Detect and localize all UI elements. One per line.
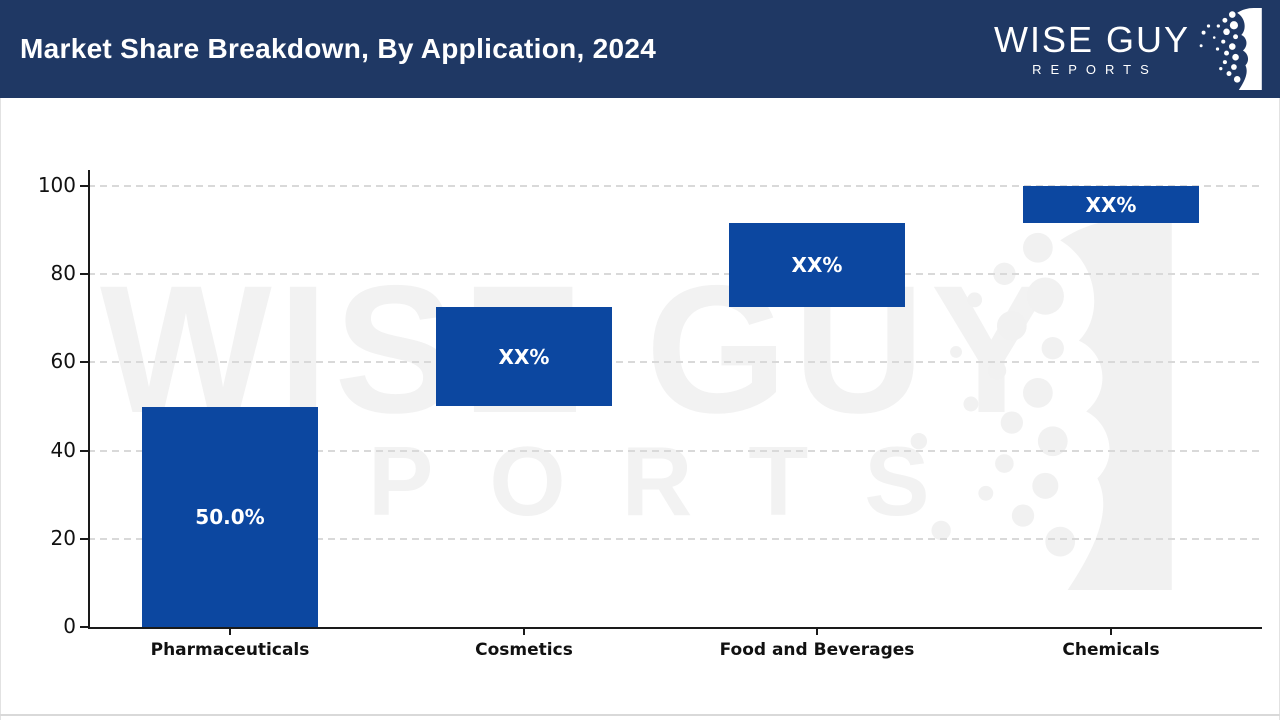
- y-tick-mark: [80, 626, 88, 628]
- gridline-y40: [88, 449, 1262, 452]
- x-tick-mark: [816, 629, 818, 635]
- wiseguy-logo: WISE GUY REPORTS: [994, 8, 1266, 90]
- gridline-y80: [88, 273, 1262, 276]
- page-bottom-rule: [0, 714, 1280, 716]
- bar-value-label: XX%: [1085, 192, 1137, 217]
- watermark-line2: PORTS: [368, 426, 986, 536]
- y-axis-line: [88, 170, 90, 629]
- gridline-y20: [88, 537, 1262, 540]
- bar-chemicals: XX%: [1023, 186, 1199, 224]
- logo-face-icon: [1199, 8, 1262, 90]
- page-title: Market Share Breakdown, By Application, …: [20, 33, 657, 64]
- y-tick-mark: [80, 449, 88, 452]
- y-tick-label: 20: [50, 525, 76, 550]
- bar-value-label: XX%: [498, 344, 550, 369]
- bar-pharmaceuticals: 50.0%: [142, 406, 318, 627]
- bar-cosmetics: XX%: [436, 307, 612, 407]
- y-tick-label: 40: [50, 437, 76, 462]
- gridline-y60: [88, 361, 1262, 364]
- bar-value-label: 50.0%: [195, 504, 265, 529]
- x-category-label: Food and Beverages: [719, 640, 915, 660]
- y-tick-label: 60: [50, 349, 76, 374]
- logo-subtext: REPORTS: [1032, 61, 1158, 77]
- bar-food-and-beverages: XX%: [729, 223, 905, 308]
- logo-wordmark: WISE GUY: [993, 18, 1190, 60]
- x-tick-mark: [1110, 629, 1112, 635]
- y-tick-label: 0: [63, 614, 76, 638]
- page-left-border: [0, 98, 1, 720]
- gridline-y100: [88, 185, 1262, 187]
- x-category-label: Cosmetics: [475, 640, 573, 660]
- y-tick-mark: [80, 537, 88, 540]
- x-tick-mark: [523, 629, 525, 635]
- y-tick-mark: [80, 273, 88, 276]
- x-tick-mark: [229, 629, 231, 635]
- x-axis-line: [88, 627, 1262, 629]
- x-category-label: Pharmaceuticals: [150, 640, 310, 660]
- logo-text: WISE GUY REPORTS: [993, 18, 1190, 77]
- x-category-label: Chemicals: [1062, 640, 1160, 660]
- y-tick-label: 100: [37, 173, 76, 197]
- header-bar: Market Share Breakdown, By Application, …: [0, 0, 1280, 98]
- watermark-face-icon: [910, 218, 1172, 590]
- bar-value-label: XX%: [791, 253, 843, 278]
- y-tick-mark: [80, 361, 88, 364]
- y-tick-label: 80: [50, 261, 76, 286]
- y-tick-mark: [80, 185, 88, 187]
